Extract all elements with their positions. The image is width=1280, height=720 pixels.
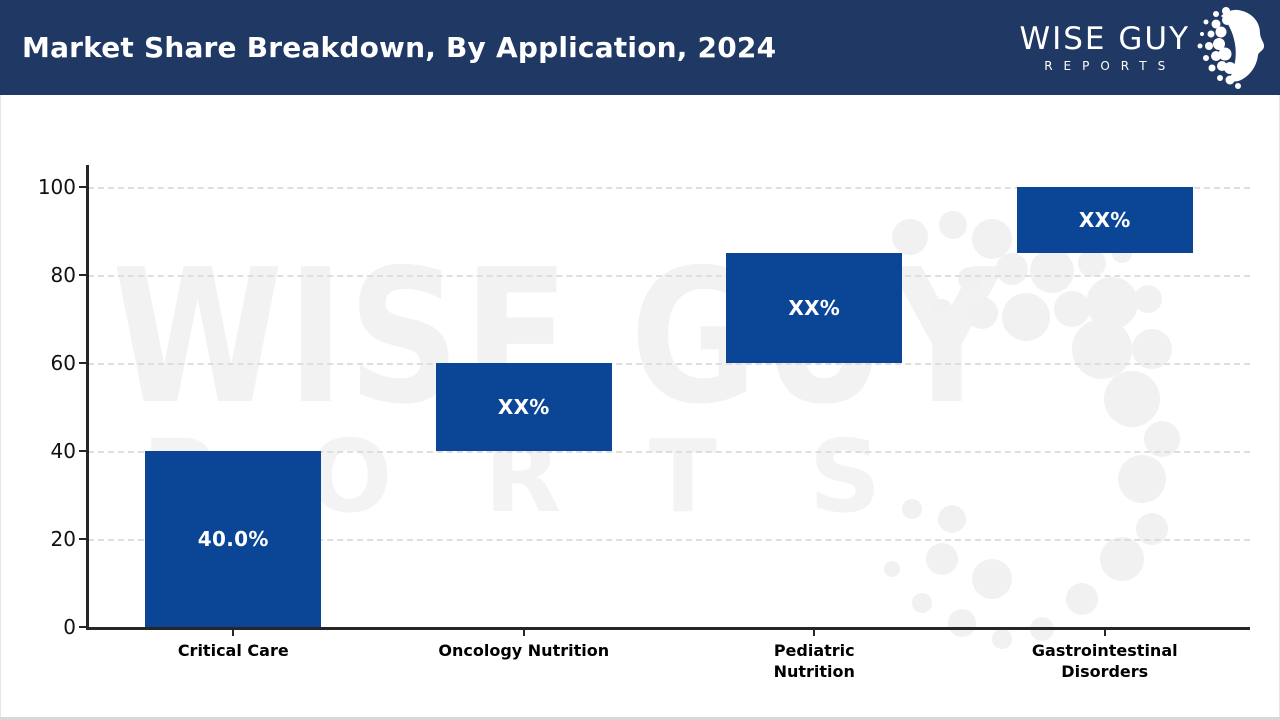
y-axis-tick-label: 0 — [63, 615, 76, 639]
y-axis-tick-label: 40 — [50, 439, 76, 463]
x-axis-line — [86, 627, 1250, 630]
bar-gastrointestinal-disorders: XX% — [1016, 187, 1193, 253]
brand-logo: WISE GUY REPORTS — [1019, 5, 1280, 91]
bar-value-label: XX% — [788, 296, 841, 320]
chart-plot-area: WISE GUY PORTS 0 20 40 60 80 100 40.0% Critical… — [0, 95, 1280, 720]
y-axis-line — [86, 165, 89, 629]
gridline-20 — [88, 539, 1250, 541]
y-axis-tick — [79, 538, 88, 540]
y-axis-tick — [79, 450, 88, 452]
gridline-100 — [88, 187, 1250, 189]
x-category-label: Gastrointestinal Disorders — [1031, 641, 1178, 682]
logo-wordmark-line1: WISE GUY — [1019, 20, 1190, 57]
bar-value-label: XX% — [497, 395, 550, 419]
bar-pediatric-nutrition: XX% — [726, 253, 903, 363]
y-axis-tick-label: 20 — [50, 527, 76, 551]
gridline-80 — [88, 275, 1250, 277]
gridline-60 — [88, 363, 1250, 365]
bar-value-label: XX% — [1078, 208, 1131, 232]
bar-oncology-nutrition: XX% — [435, 363, 612, 451]
bar-value-label: 40.0% — [197, 527, 269, 551]
y-axis-tick — [79, 274, 88, 276]
y-axis-tick-label: 80 — [50, 263, 76, 287]
x-axis-tick — [232, 629, 235, 636]
chart-title: Market Share Breakdown, By Application, … — [22, 31, 777, 64]
watermark-face-dots-icon — [884, 209, 1180, 649]
bar-critical-care: 40.0% — [145, 451, 322, 627]
x-category-label: Pediatric Nutrition — [773, 641, 855, 682]
y-axis-tick — [79, 626, 88, 628]
x-axis-tick — [1103, 629, 1106, 636]
gridline-40 — [88, 451, 1250, 453]
logo-wordmark: WISE GUY REPORTS — [1019, 20, 1190, 73]
y-axis-tick — [79, 362, 88, 364]
x-category-label: Oncology Nutrition — [438, 641, 610, 660]
logo-wordmark-line2: REPORTS — [1044, 58, 1177, 73]
x-axis-tick — [522, 629, 525, 636]
x-category-label: Critical Care — [177, 641, 289, 660]
y-axis-tick-label: 100 — [37, 175, 76, 199]
logo-face-icon — [1197, 6, 1265, 89]
y-axis-tick-label: 60 — [50, 351, 76, 375]
y-axis-tick — [79, 186, 88, 188]
x-axis-tick — [813, 629, 816, 636]
header-bar: Market Share Breakdown, By Application, … — [0, 0, 1280, 95]
